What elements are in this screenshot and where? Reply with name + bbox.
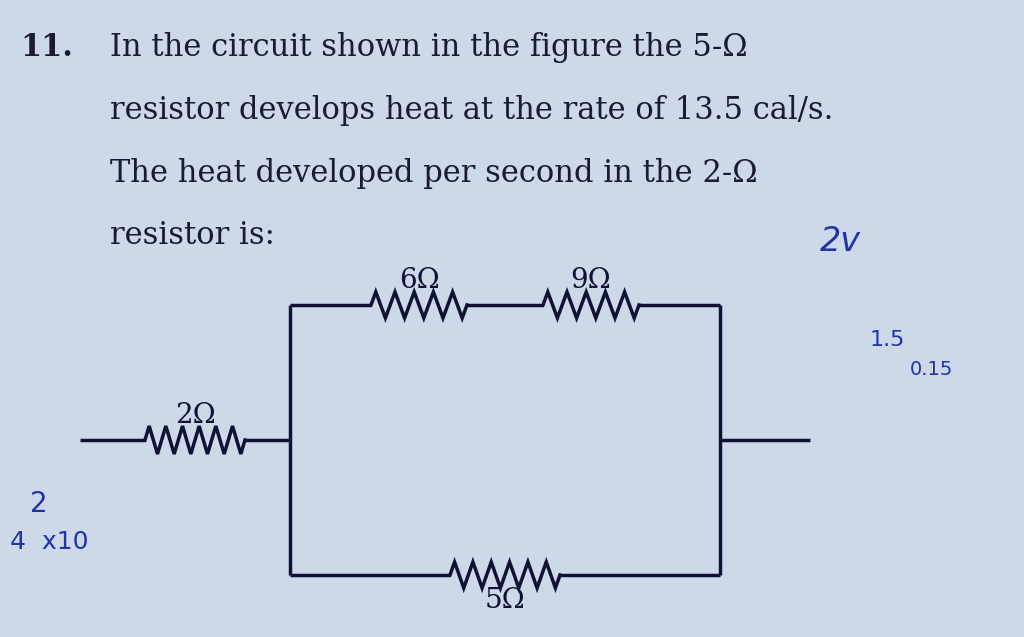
- Text: 9Ω: 9Ω: [570, 267, 611, 294]
- Text: 0.15: 0.15: [910, 360, 953, 379]
- Text: In the circuit shown in the figure the 5-Ω: In the circuit shown in the figure the 5…: [110, 32, 748, 63]
- Text: 6Ω: 6Ω: [398, 267, 439, 294]
- Text: 2: 2: [30, 490, 48, 518]
- Text: 4  x10: 4 x10: [10, 530, 88, 554]
- Text: 2v: 2v: [820, 225, 861, 258]
- Text: resistor develops heat at the rate of 13.5 cal/s.: resistor develops heat at the rate of 13…: [110, 95, 834, 126]
- Text: 1.5: 1.5: [870, 330, 905, 350]
- Text: The heat developed per second in the 2-Ω: The heat developed per second in the 2-Ω: [110, 158, 758, 189]
- Text: resistor is:: resistor is:: [110, 220, 274, 251]
- Text: 2Ω: 2Ω: [175, 402, 215, 429]
- Text: 11.: 11.: [20, 32, 73, 63]
- Text: 5Ω: 5Ω: [484, 587, 525, 614]
